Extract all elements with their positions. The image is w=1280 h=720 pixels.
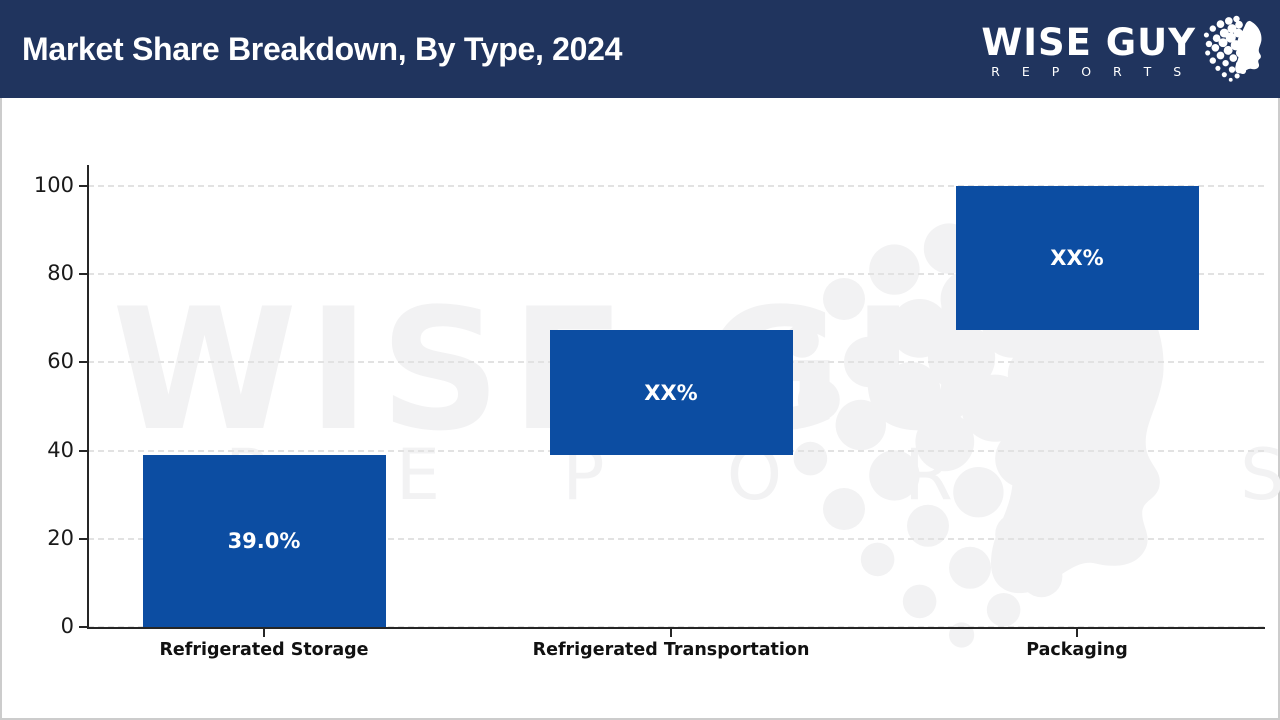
logo-subtitle: R E P O R T S bbox=[991, 63, 1191, 79]
y-tick-label: 20 bbox=[47, 525, 74, 550]
y-tick-label: 80 bbox=[47, 261, 74, 286]
bar-value-label: 39.0% bbox=[227, 528, 301, 553]
gridline bbox=[88, 185, 1264, 187]
logo-text: WISE GUY R E P O R T S bbox=[981, 24, 1196, 79]
y-tick-mark bbox=[79, 537, 87, 540]
y-tick-mark bbox=[79, 273, 87, 276]
bar-value-label: XX% bbox=[644, 380, 698, 405]
y-tick-label: 60 bbox=[47, 349, 74, 374]
x-tick-mark bbox=[670, 629, 672, 637]
bar-segment: XX% bbox=[955, 186, 1199, 331]
y-axis-line bbox=[87, 165, 89, 629]
logo-wordmark: WISE GUY bbox=[981, 20, 1196, 64]
x-tick-mark bbox=[1076, 629, 1078, 637]
gridline bbox=[88, 273, 1264, 276]
bar-segment: 39.0% bbox=[142, 455, 386, 627]
x-category-label: Refrigerated Transportation bbox=[532, 640, 810, 660]
y-tick-label: 100 bbox=[33, 173, 74, 197]
y-tick-mark bbox=[79, 449, 87, 452]
wise-guy-logo: WISE GUY R E P O R T S bbox=[981, 10, 1264, 92]
page-title: Market Share Breakdown, By Type, 2024 bbox=[22, 30, 623, 67]
y-tick-mark bbox=[79, 361, 87, 364]
plot-frame bbox=[0, 98, 1280, 720]
y-tick-mark bbox=[79, 185, 87, 187]
y-tick-label: 0 bbox=[60, 614, 74, 638]
x-tick-mark bbox=[263, 629, 265, 637]
gridline bbox=[88, 537, 1264, 540]
logo-face-dots-icon bbox=[1203, 15, 1262, 82]
bar-value-label: XX% bbox=[1050, 246, 1104, 271]
y-tick-mark bbox=[79, 626, 87, 628]
x-category-label: Packaging bbox=[1026, 640, 1128, 660]
x-axis-line bbox=[87, 627, 1265, 629]
bar-segment: XX% bbox=[549, 330, 793, 455]
y-tick-label: 40 bbox=[47, 437, 74, 462]
header-bar: Market Share Breakdown, By Type, 2024 WI… bbox=[0, 0, 1280, 98]
x-category-label: Refrigerated Storage bbox=[159, 640, 369, 660]
